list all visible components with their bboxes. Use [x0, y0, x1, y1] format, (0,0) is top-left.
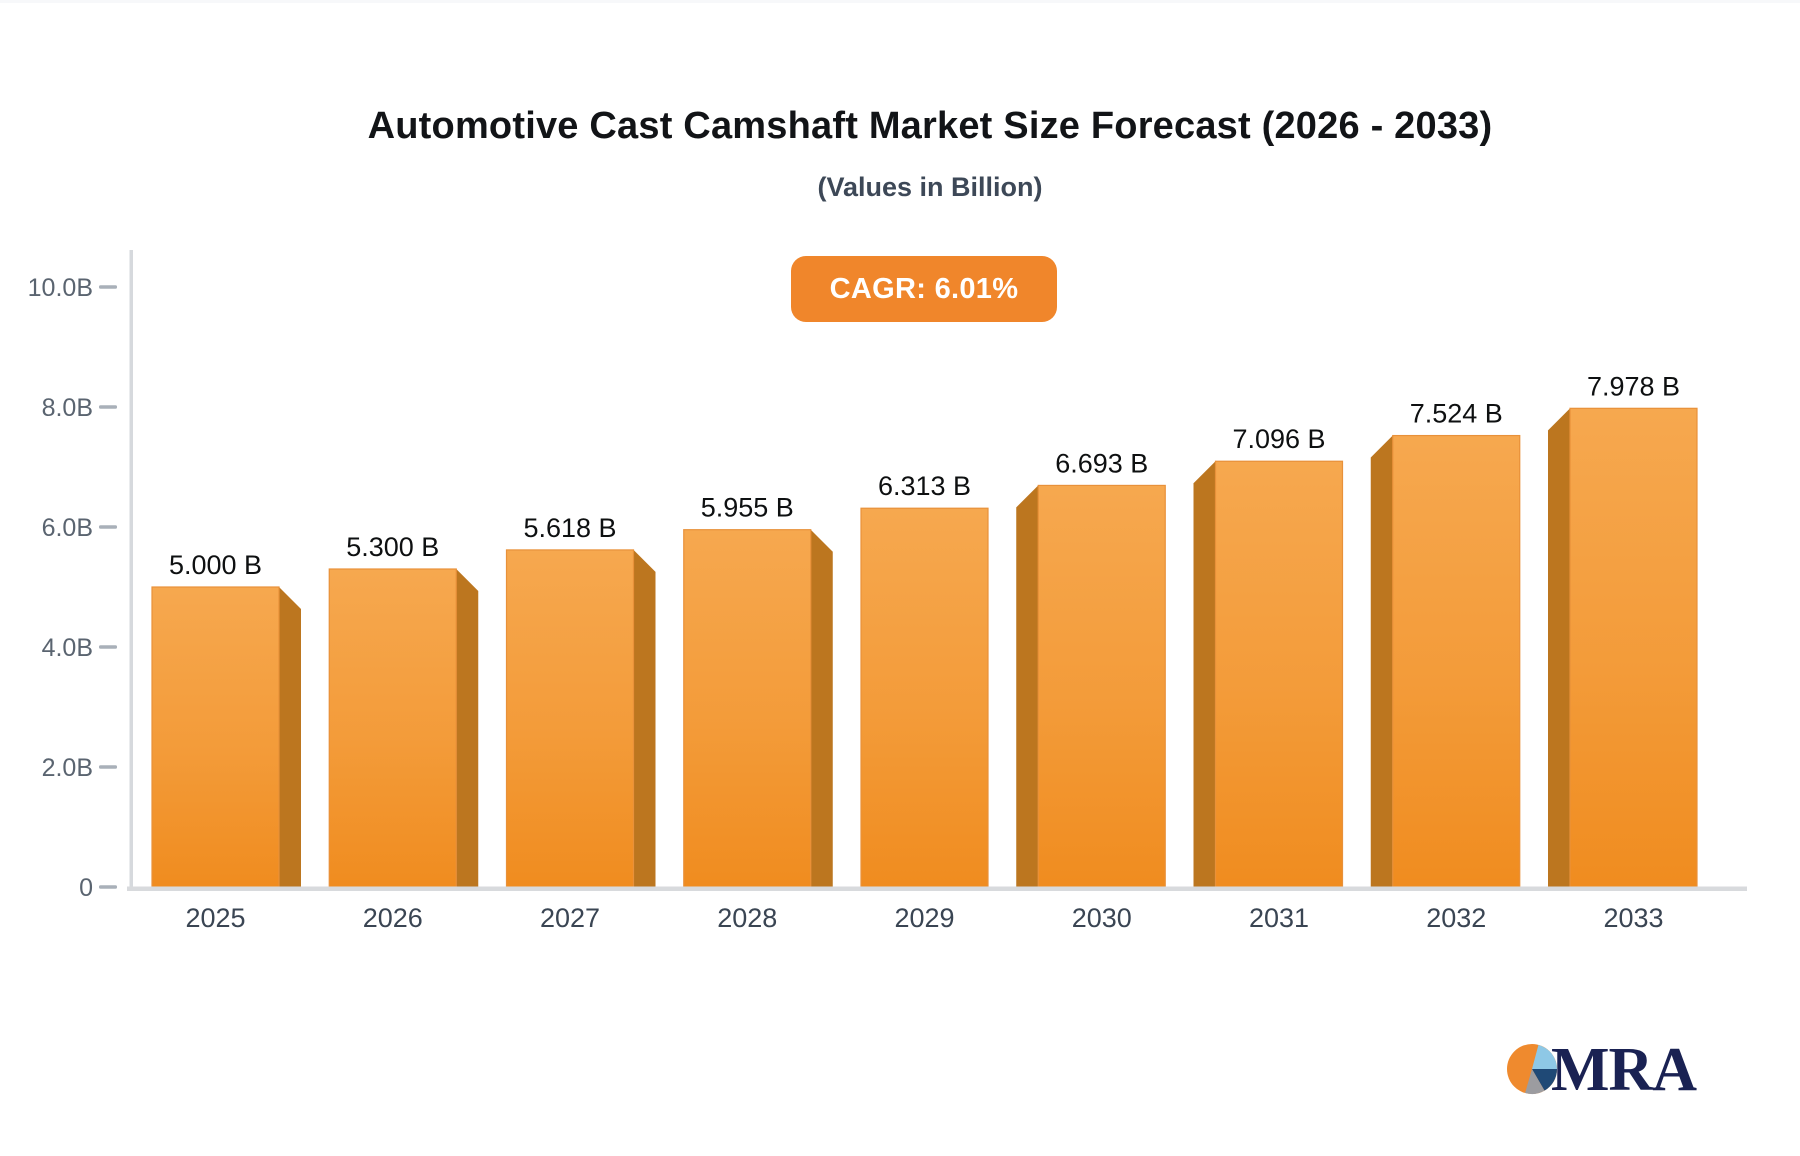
mra-logo-pie-icon	[1507, 1044, 1557, 1094]
y-tick-mark	[99, 645, 117, 649]
y-axis-line	[129, 250, 133, 889]
y-tick-label: 4.0B	[42, 634, 93, 662]
bar-3d-side	[1370, 435, 1393, 887]
x-tick-label: 2032	[1426, 903, 1486, 933]
cagr-badge-label: CAGR: 6.01%	[829, 272, 1019, 305]
bar	[151, 586, 280, 888]
y-tick-mark	[99, 525, 117, 529]
bar-value-label: 6.313 B	[878, 471, 971, 501]
x-tick-label: 2029	[894, 903, 954, 933]
bar-3d-side	[810, 529, 833, 887]
mra-logo: MRA	[1507, 1036, 1698, 1104]
y-tick-label: 2.0B	[42, 754, 93, 782]
bar-3d-side	[633, 549, 656, 887]
bar	[328, 568, 457, 888]
y-tick-mark	[99, 405, 117, 409]
bar-value-label: 7.096 B	[1232, 424, 1325, 454]
x-tick-label: 2025	[185, 903, 245, 933]
x-tick-label: 2027	[540, 903, 600, 933]
x-tick-label: 2031	[1249, 903, 1309, 933]
x-axis-baseline	[127, 886, 1747, 891]
bar-group: 5.000 B	[151, 550, 301, 888]
cagr-badge: CAGR: 6.01%	[791, 256, 1057, 322]
y-tick-label: 8.0B	[42, 394, 93, 422]
x-tick-label: 2026	[363, 903, 423, 933]
x-tick-label: 2030	[1072, 903, 1132, 933]
bar-value-label: 5.618 B	[523, 513, 616, 543]
chart-subtitle: (Values in Billion)	[817, 172, 1043, 202]
bar-value-label: 7.978 B	[1587, 371, 1680, 401]
bar-3d-side	[279, 587, 301, 887]
logo-pie-navy-slice	[1532, 1069, 1557, 1091]
bar-3d-side	[1016, 485, 1039, 887]
bar-value-label: 6.693 B	[1055, 448, 1148, 478]
bar-value-label: 5.300 B	[346, 532, 439, 562]
mra-logo-text: MRA	[1551, 1036, 1697, 1104]
x-tick-label: 2028	[717, 903, 777, 933]
bar-3d-side	[456, 569, 479, 887]
bar-value-label: 5.000 B	[169, 550, 262, 580]
bar	[1037, 484, 1166, 888]
bar-value-label: 5.955 B	[701, 493, 794, 523]
y-tick-label: 10.0B	[28, 274, 93, 302]
bar-3d-side	[1193, 461, 1216, 887]
bar-group: 7.096 B	[1193, 424, 1344, 888]
y-axis	[99, 250, 133, 889]
bar-group: 5.955 B	[683, 493, 833, 888]
bar-3d-side	[1548, 408, 1570, 887]
bar-value-label: 7.524 B	[1410, 399, 1503, 429]
y-tick-mark	[99, 885, 117, 889]
bar	[683, 529, 812, 888]
bar-group: 6.313 B	[860, 471, 989, 888]
bars: 5.000 B 5.300 B 5.618 B 5.955 B 6.313 B 6.693…	[151, 371, 1698, 888]
bar	[1214, 460, 1344, 888]
logo-pie-lightblue-slice	[1532, 1044, 1557, 1069]
bar	[505, 549, 635, 888]
axis-labels: 10.0B 8.0B 6.0B 4.0B 2.0B 0 2025 2026 2027 2028 20…	[28, 274, 1747, 933]
bar-group: 5.300 B	[328, 532, 479, 888]
y-tick-label: 0	[79, 874, 93, 902]
y-tick-mark	[99, 285, 117, 289]
bar-group: 7.524 B	[1370, 399, 1521, 888]
y-tick-mark	[99, 765, 117, 769]
bar	[1392, 434, 1521, 888]
bar-group: 6.693 B	[1016, 448, 1166, 888]
bar-group: 7.978 B	[1548, 371, 1698, 888]
x-tick-label: 2033	[1603, 903, 1663, 933]
bar-group: 5.618 B	[505, 513, 656, 888]
logo-pie-gray-slice	[1525, 1069, 1545, 1094]
bar	[860, 507, 989, 888]
page-top-border	[0, 0, 1800, 3]
bar	[1569, 407, 1698, 888]
y-tick-label: 6.0B	[42, 514, 93, 542]
chart-title: Automotive Cast Camshaft Market Size For…	[367, 105, 1493, 147]
